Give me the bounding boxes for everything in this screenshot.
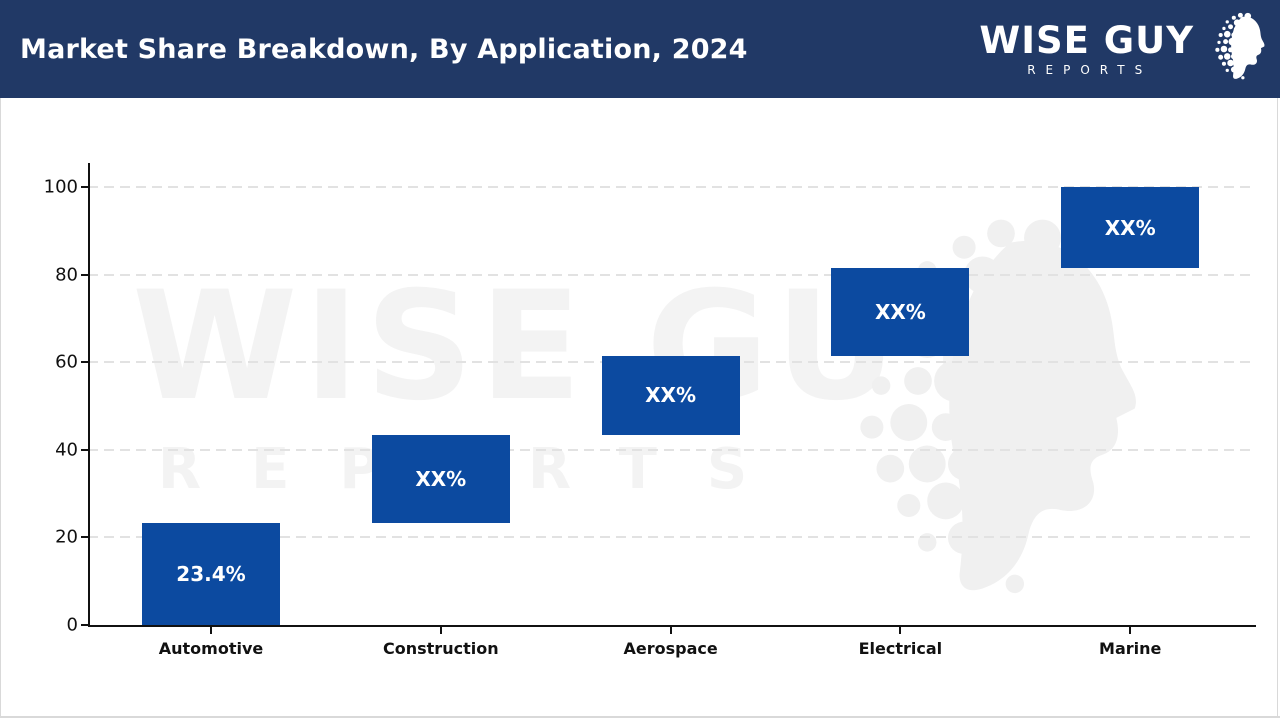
bar-electrical: XX% xyxy=(831,268,970,357)
frame-left-border xyxy=(0,98,1,717)
brand-name: WISE GUY xyxy=(979,18,1194,62)
brand-logo: WISE GUY REPORTS xyxy=(979,7,1270,91)
y-tick-40 xyxy=(81,448,88,451)
category-label-marine: Marine xyxy=(1099,639,1162,658)
category-label-electrical: Electrical xyxy=(858,639,943,658)
y-tick-label-40: 40 xyxy=(55,439,78,461)
bar-value-label: XX% xyxy=(1104,215,1156,240)
bar-value-label: XX% xyxy=(874,300,926,325)
gridline-40 xyxy=(88,448,1256,451)
gridline-80 xyxy=(88,273,1256,276)
bar-marine: XX% xyxy=(1061,187,1200,269)
x-tick-automotive xyxy=(210,627,212,634)
brand-logo-text: WISE GUY REPORTS xyxy=(979,22,1194,77)
y-tick-20 xyxy=(81,536,88,539)
frame-right-border xyxy=(1277,98,1278,717)
y-tick-label-20: 20 xyxy=(55,526,78,548)
y-tick-label-0: 0 xyxy=(66,614,78,636)
brand-subname: REPORTS xyxy=(1027,62,1153,77)
y-tick-label-80: 80 xyxy=(55,264,78,286)
y-tick-80 xyxy=(81,273,88,276)
x-tick-electrical xyxy=(899,627,902,634)
wiseguy-face-icon xyxy=(1215,12,1265,80)
frame-bottom-border xyxy=(0,716,1280,718)
category-label-aerospace: Aerospace xyxy=(623,639,718,658)
x-tick-aerospace xyxy=(669,627,672,634)
x-tick-construction xyxy=(439,627,442,634)
header-bar: Market Share Breakdown, By Application, … xyxy=(0,0,1280,98)
page-title: Market Share Breakdown, By Application, … xyxy=(20,33,748,65)
bar-construction: XX% xyxy=(371,434,510,523)
bar-value-label: 23.4% xyxy=(176,561,246,586)
category-label-automotive: Automotive xyxy=(158,639,264,658)
x-axis-line xyxy=(88,625,1256,627)
y-tick-0 xyxy=(81,624,88,626)
bar-value-label: XX% xyxy=(415,466,467,491)
gridline-100 xyxy=(88,186,1256,188)
gridline-20 xyxy=(88,536,1256,539)
bar-automotive: 23.4% xyxy=(142,522,280,625)
bar-aerospace: XX% xyxy=(601,356,740,435)
y-tick-100 xyxy=(81,186,88,188)
y-tick-label-60: 60 xyxy=(55,351,78,373)
category-label-construction: Construction xyxy=(383,639,499,658)
y-axis-line xyxy=(88,163,90,627)
bar-value-label: XX% xyxy=(645,383,697,408)
y-tick-label-100: 100 xyxy=(43,176,78,198)
x-tick-marine xyxy=(1129,627,1132,634)
y-tick-60 xyxy=(81,361,88,364)
